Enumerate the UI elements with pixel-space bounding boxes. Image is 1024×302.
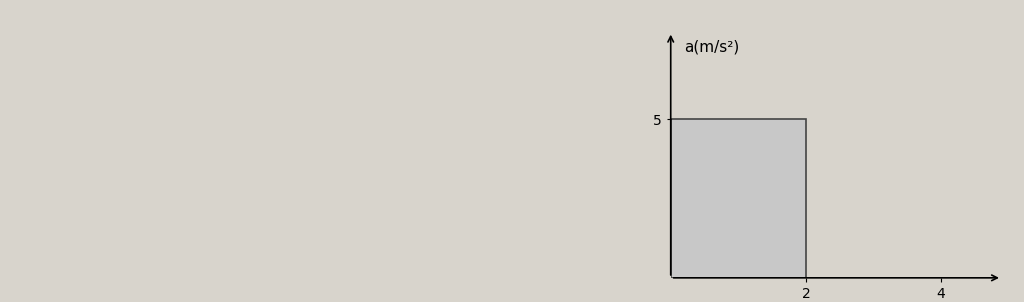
Text: a(m/s²): a(m/s²) <box>684 39 739 54</box>
Bar <box>671 119 806 278</box>
